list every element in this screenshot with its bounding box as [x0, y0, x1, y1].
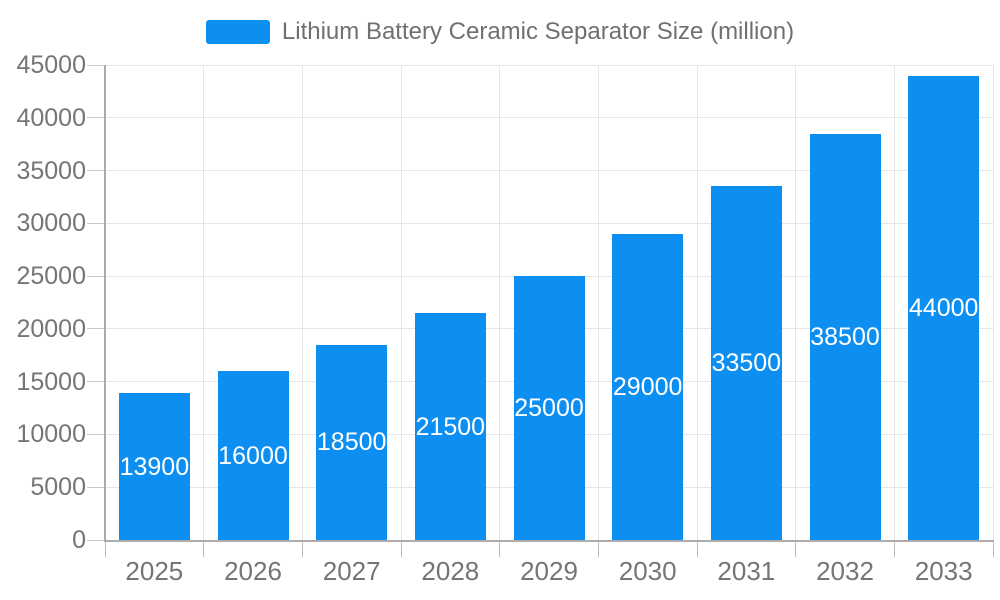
horizontal-gridline [105, 170, 993, 172]
y-tick-label: 45000 [16, 51, 86, 79]
horizontal-gridline [105, 117, 993, 119]
x-tick-label: 2032 [816, 556, 874, 586]
vertical-gridline [597, 65, 599, 540]
y-tick-label: 25000 [16, 262, 86, 291]
y-axis-tick [87, 328, 104, 330]
bar-value-label: 29000 [612, 372, 683, 401]
x-tick-label: 2028 [421, 556, 480, 586]
bar-value-label: 44000 [908, 293, 979, 322]
x-axis-tick [301, 540, 303, 557]
y-tick-label: 10000 [16, 420, 86, 449]
bar [316, 344, 388, 540]
bar [612, 233, 684, 540]
bar-value-label: 33500 [711, 349, 782, 378]
y-axis-tick [87, 64, 104, 66]
x-tick-label: 2030 [618, 556, 677, 586]
horizontal-gridline [105, 64, 993, 66]
x-tick-label: 2025 [125, 556, 184, 586]
bar [710, 186, 782, 540]
bar [217, 371, 289, 540]
vertical-gridline [499, 65, 501, 540]
x-tick-label: 2031 [717, 556, 776, 586]
horizontal-gridline [105, 275, 993, 277]
vertical-gridline [696, 65, 698, 540]
x-axis-tick [400, 540, 402, 557]
y-axis-tick [87, 539, 104, 541]
y-axis-tick [87, 117, 104, 119]
chart-legend[interactable]: Lithium Battery Ceramic Separator Size (… [0, 14, 1000, 50]
y-tick-label: 15000 [16, 367, 86, 396]
plot-area: 13900 16000 18500 21500 25000 29000 33500 38500… [87, 64, 994, 557]
y-tick-label: 5000 [30, 473, 86, 502]
y-tick-label: 30000 [16, 209, 86, 238]
vertical-gridline [893, 65, 895, 540]
x-axis-tick [499, 540, 501, 557]
bar [809, 133, 881, 540]
vertical-gridline [992, 65, 994, 540]
y-axis-tick [87, 170, 104, 172]
y-tick-label: 20000 [16, 314, 86, 343]
x-tick-label: 2027 [322, 556, 381, 586]
bar [118, 393, 190, 540]
bar-value-label: 13900 [119, 452, 190, 481]
bar-value-label: 18500 [316, 428, 387, 457]
x-axis-line [104, 540, 994, 542]
x-axis-tick [696, 540, 698, 557]
y-axis-tick [87, 486, 104, 488]
y-axis-line [104, 65, 106, 542]
vertical-gridline [400, 65, 402, 540]
x-axis-tick [104, 540, 106, 557]
x-tick-label: 2026 [224, 556, 282, 586]
y-tick-label: 0 [72, 526, 86, 554]
bar-value-label: 16000 [218, 441, 288, 470]
vertical-gridline [301, 65, 303, 540]
bar [414, 313, 486, 540]
bar [908, 75, 980, 540]
legend-label: Lithium Battery Ceramic Separator Size (… [281, 18, 795, 45]
x-axis-tick [893, 540, 895, 557]
x-axis-tick [992, 540, 994, 557]
vertical-gridline [795, 65, 797, 540]
bar-value-label: 21500 [415, 412, 486, 441]
y-axis-tick [87, 381, 104, 383]
x-axis-tick [203, 540, 205, 557]
y-tick-label: 35000 [16, 156, 86, 185]
y-axis-tick [87, 222, 104, 224]
x-axis-tick [795, 540, 797, 557]
horizontal-gridline [105, 222, 993, 224]
y-axis-tick [87, 275, 104, 277]
y-tick-label: 40000 [16, 103, 86, 132]
bar [513, 276, 585, 540]
x-tick-label: 2033 [914, 556, 973, 586]
x-axis-tick [597, 540, 599, 557]
bar-value-label: 38500 [810, 322, 880, 351]
x-tick-label: 2029 [520, 556, 578, 586]
bar-value-label: 25000 [514, 394, 584, 423]
vertical-gridline [203, 65, 205, 540]
legend-swatch [205, 20, 270, 44]
y-axis-tick [87, 433, 104, 435]
